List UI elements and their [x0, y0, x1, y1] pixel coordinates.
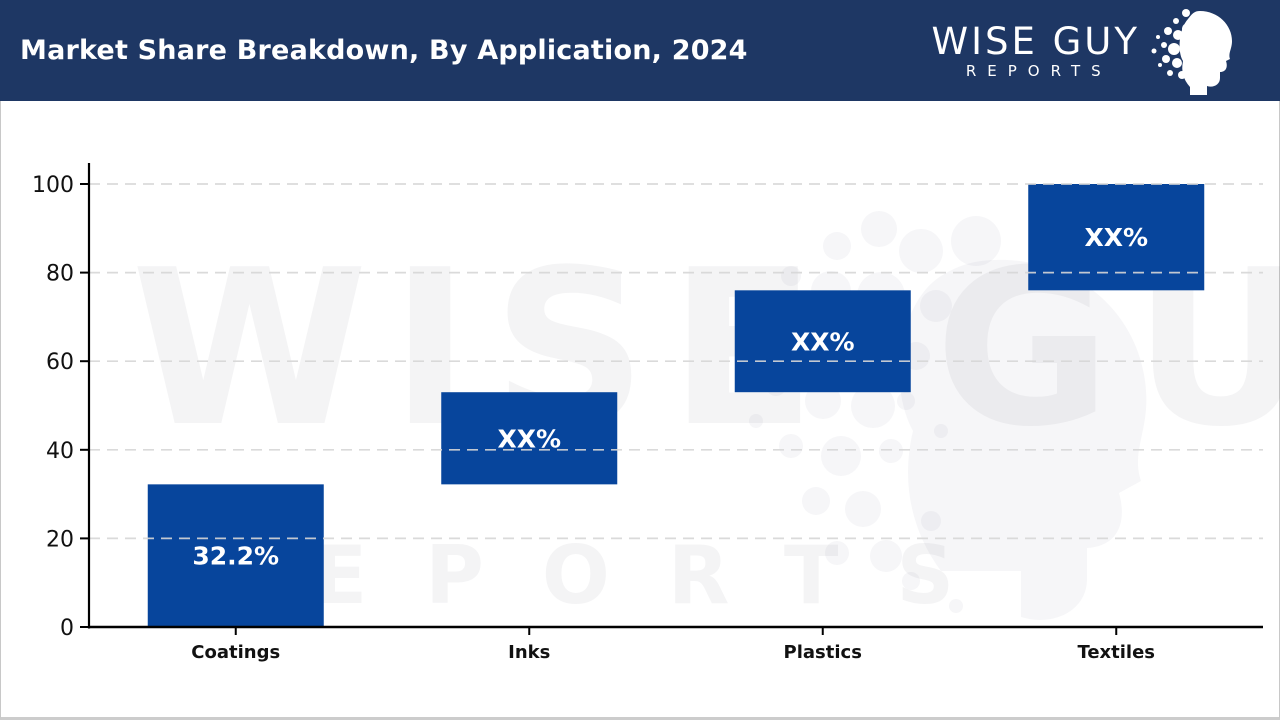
waterfall-chart: 0 20 40 60 80 100 Coatings Inks Plastics Textiles… [32, 163, 1263, 663]
wise-guy-logo: WISE GUY REPORTS [932, 5, 1238, 97]
bar-value-label-textiles: XX% [1084, 223, 1148, 252]
bar-value-label-coatings: 32.2% [192, 542, 279, 571]
bar-value-label-plastics: XX% [791, 327, 855, 356]
x-tick-label-textiles: Textiles [1077, 642, 1155, 663]
y-tick-label: 40 [46, 439, 74, 464]
head-profile-dots-icon [1151, 8, 1232, 95]
logo-subtitle: REPORTS [965, 61, 1112, 80]
y-tick-label: 80 [46, 262, 74, 287]
y-tick-label: 0 [60, 616, 74, 641]
y-tick-label: 60 [46, 350, 74, 375]
x-tick-label-plastics: Plastics [784, 642, 862, 663]
page-title: Market Share Breakdown, By Application, … [20, 35, 748, 66]
y-tick-label: 20 [46, 527, 74, 552]
bar-coatings [147, 484, 324, 627]
x-tick-label-coatings: Coatings [191, 642, 280, 663]
bar-value-label-inks: XX% [497, 424, 561, 453]
bar-inks [441, 392, 618, 485]
logo-text: WISE GUY REPORTS [932, 23, 1140, 79]
header-bar: Market Share Breakdown, By Application, … [0, 0, 1280, 101]
chart-canvas: WISE GUY REPORTS 020406080100CoatingsInk… [0, 101, 1280, 720]
x-tick-label-inks: Inks [508, 642, 550, 663]
bar-plastics [734, 290, 911, 393]
logo-wordmark: WISE GUY [931, 19, 1140, 63]
y-tick-label: 100 [32, 173, 74, 198]
